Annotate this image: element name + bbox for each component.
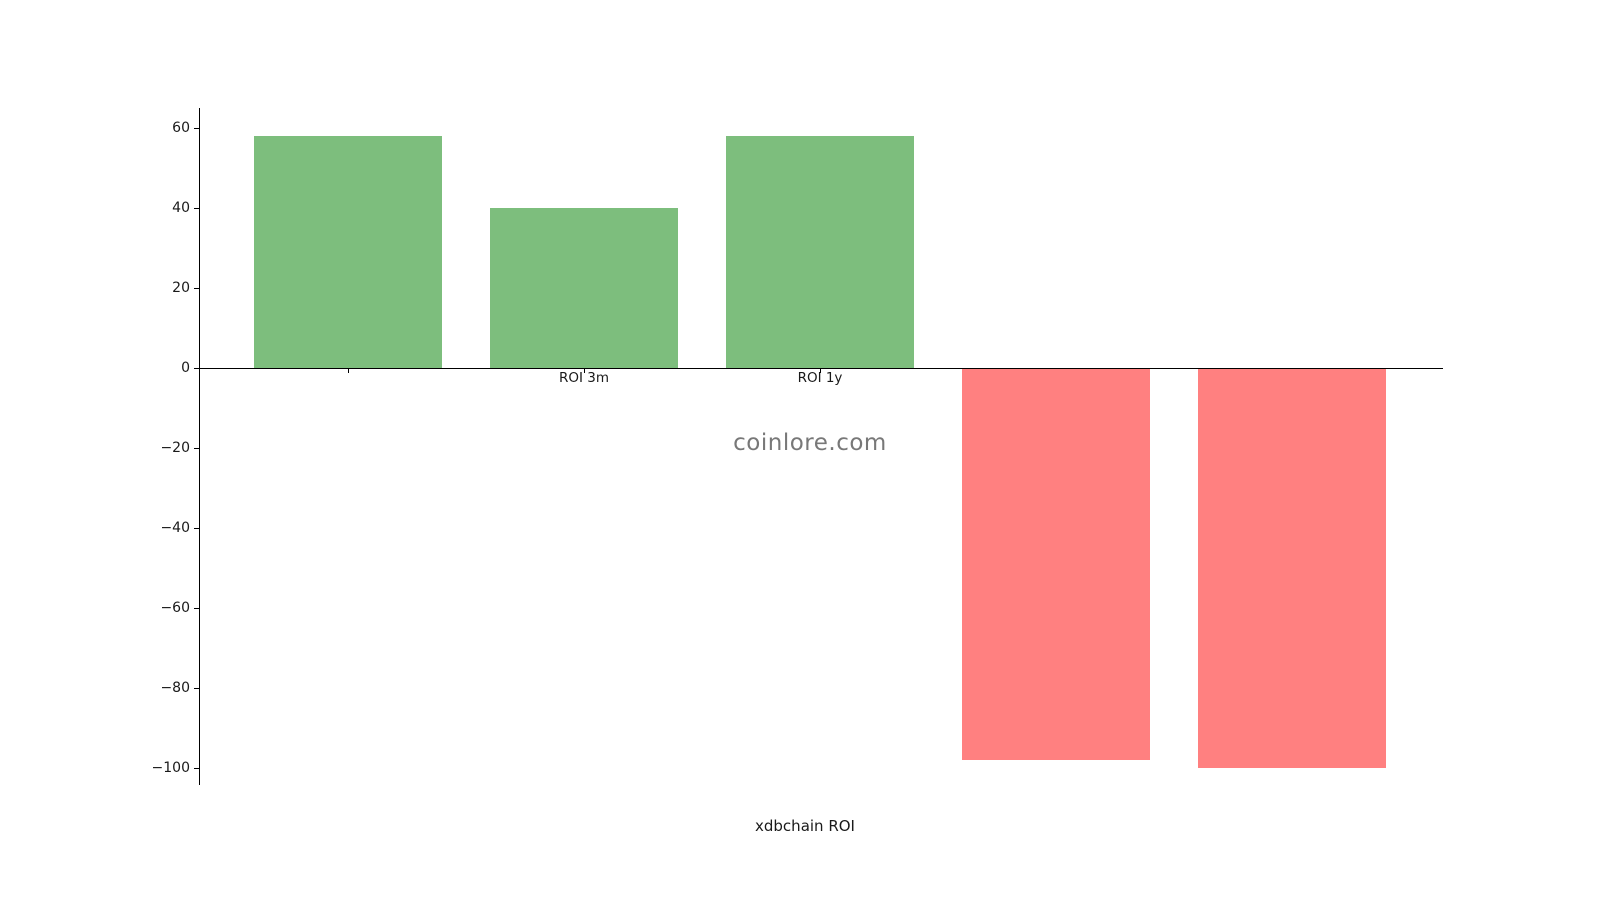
bar-3 — [962, 368, 1150, 760]
bar-roi-3m — [490, 208, 678, 368]
x-tick — [820, 368, 821, 373]
y-tick-label: −60 — [160, 600, 190, 616]
y-tick — [194, 128, 199, 129]
x-tick — [584, 368, 585, 373]
y-tick-label: 20 — [172, 280, 190, 296]
x-tick-label: ROI 3m — [558, 370, 610, 386]
y-tick-label: −40 — [160, 520, 190, 536]
y-tick — [194, 368, 199, 369]
x-tick — [348, 368, 349, 373]
y-tick — [194, 208, 199, 209]
y-tick — [194, 288, 199, 289]
y-tick-label: 60 — [172, 120, 190, 136]
y-tick-label: 40 — [172, 200, 190, 216]
y-tick — [194, 688, 199, 689]
bar-0 — [254, 136, 442, 368]
y-tick-label: −20 — [160, 440, 190, 456]
y-tick — [194, 768, 199, 769]
x-tick-label: ROI 1y — [797, 370, 843, 386]
y-axis-spine — [199, 108, 200, 785]
y-tick-label: −100 — [151, 760, 190, 776]
bar-4 — [1198, 368, 1386, 768]
x-axis-title: xdbchain ROI — [755, 817, 855, 835]
y-tick-label: 0 — [181, 360, 190, 376]
y-tick-label: −80 — [160, 680, 190, 696]
y-tick — [194, 528, 199, 529]
x-axis-zero-line — [199, 368, 1443, 369]
y-tick — [194, 608, 199, 609]
bar-roi-1y — [726, 136, 914, 368]
y-tick — [194, 448, 199, 449]
watermark-text: coinlore.com — [733, 430, 887, 456]
